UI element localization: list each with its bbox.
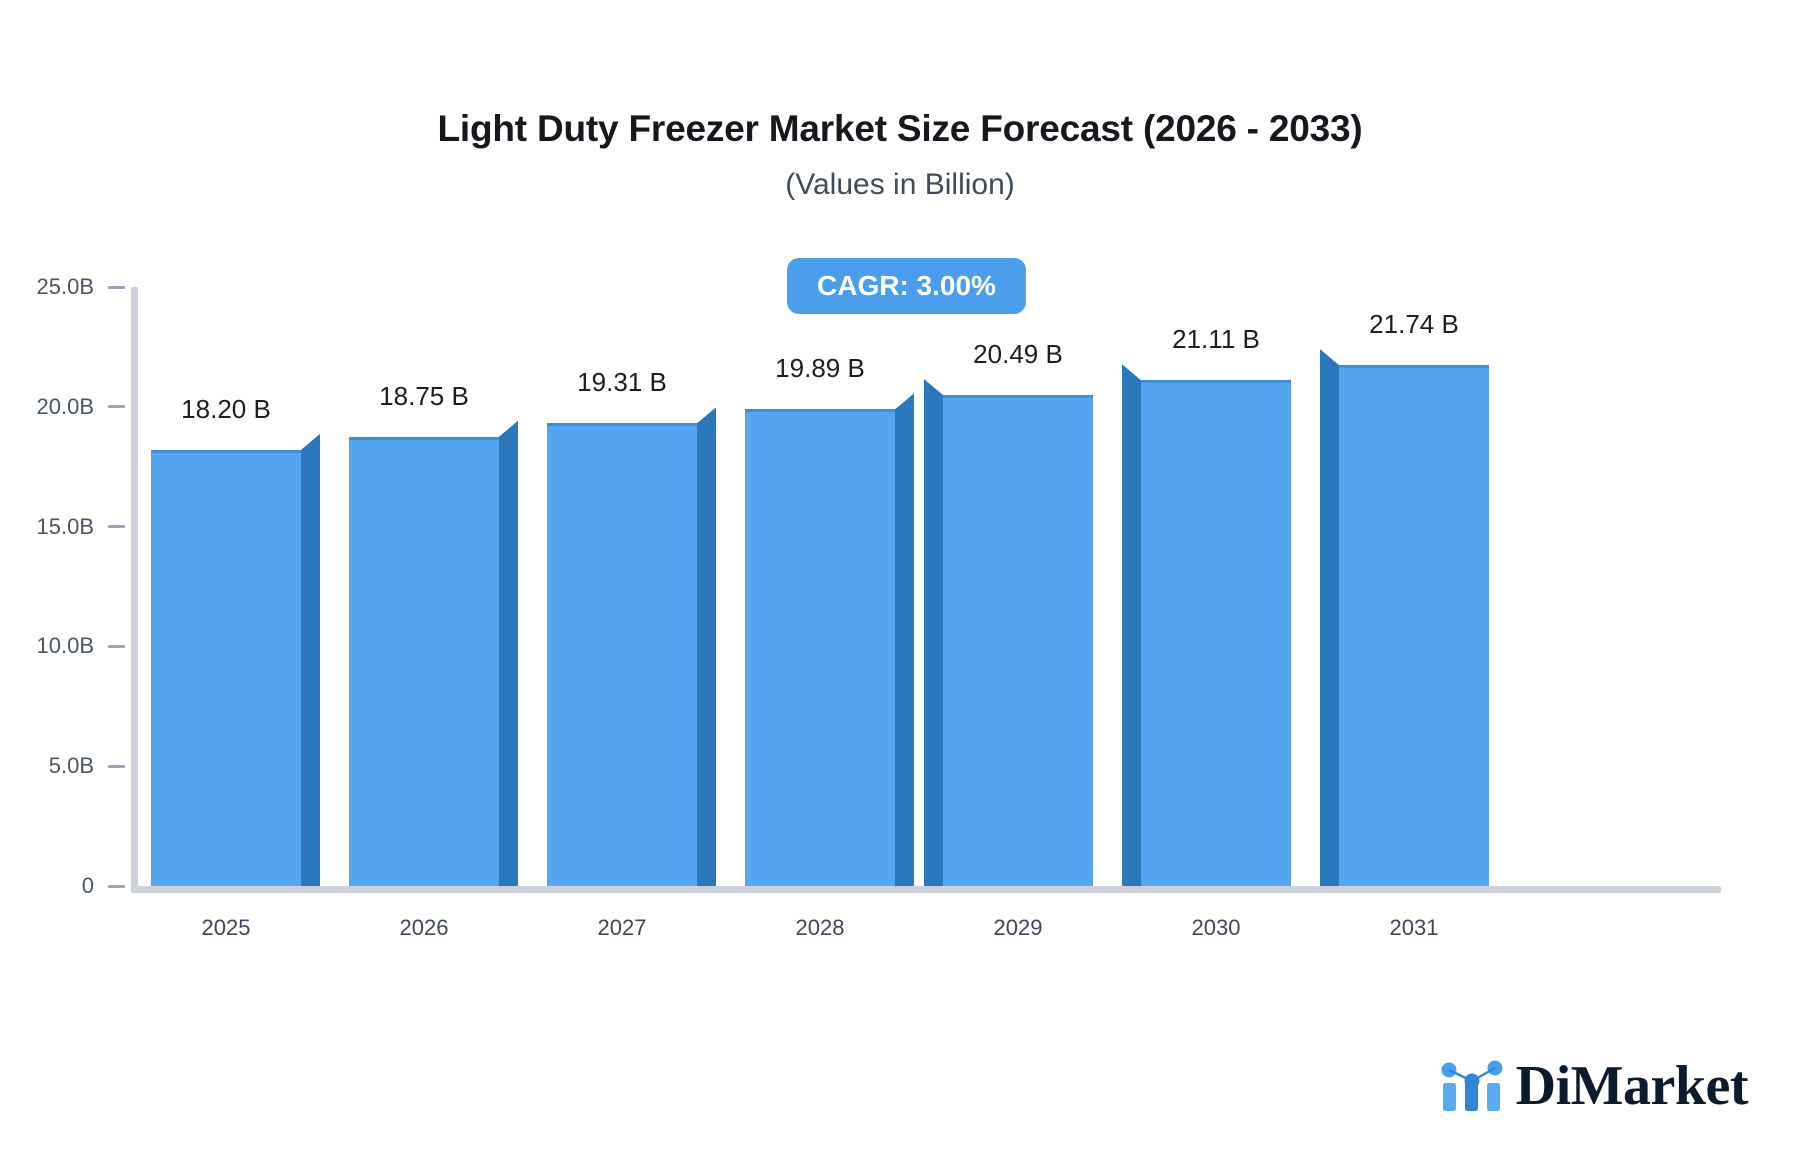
y-axis-tick-mark — [108, 644, 125, 648]
cagr-badge: CAGR: 3.00% — [787, 258, 1026, 314]
bar-front-face[interactable] — [547, 423, 697, 886]
bar-front-face[interactable] — [1141, 380, 1291, 886]
bar-side-face — [1320, 349, 1339, 886]
x-axis-line — [131, 886, 1721, 893]
bar-value-label: 20.49 B — [973, 339, 1063, 370]
bar-side-face — [301, 433, 320, 886]
y-axis-tick-mark — [108, 405, 125, 409]
bar-side-face — [499, 420, 518, 886]
brand-logo: DiMarket — [1441, 1055, 1749, 1117]
bar-value-label: 21.11 B — [1172, 324, 1260, 355]
x-axis-tick-label: 2028 — [795, 915, 845, 940]
bar-front-face[interactable] — [1339, 365, 1489, 886]
y-axis-tick-label: 15.0B — [36, 513, 95, 539]
bar-value-label: 19.31 B — [577, 367, 667, 398]
x-axis-tick-label: 2029 — [993, 915, 1043, 940]
x-axis-tick-label: 2031 — [1389, 915, 1439, 940]
bar-front-face[interactable] — [151, 449, 301, 886]
y-axis-tick-mark — [108, 884, 125, 888]
y-axis-tick-mark — [108, 764, 125, 768]
brand-wordmark: DiMarket — [1515, 1055, 1749, 1117]
x-axis-tick-label: 2030 — [1191, 915, 1241, 940]
chart-subtitle: (Values in Billion) — [785, 168, 1015, 201]
page-title: Light Duty Freezer Market Size Forecast … — [437, 108, 1363, 149]
bar-side-face — [1122, 364, 1141, 886]
bar-value-label: 18.75 B — [379, 380, 469, 411]
bar-chart-logo-icon — [1441, 1060, 1503, 1111]
y-axis-tick-label: 10.0B — [36, 633, 95, 659]
bar-value-label: 21.74 B — [1369, 309, 1459, 340]
y-axis-tick-label: 25.0B — [36, 274, 95, 299]
x-axis-tick-label: 2026 — [399, 915, 449, 940]
y-axis-tick-label: 0 — [81, 873, 94, 898]
bar-side-face — [895, 393, 914, 886]
y-axis-tick-mark — [108, 525, 125, 529]
y-axis-tick-label: 20.0B — [36, 393, 95, 419]
bar-value-label: 18.20 B — [181, 393, 271, 424]
bar-side-face — [697, 407, 716, 886]
y-axis-tick-mark — [108, 285, 125, 289]
bar-side-face — [924, 379, 943, 886]
x-axis-tick-label: 2025 — [201, 915, 251, 940]
bar-value-label: 19.89 B — [775, 353, 865, 384]
bar-front-face[interactable] — [745, 409, 895, 886]
bar-front-face[interactable] — [943, 395, 1093, 886]
x-axis-tick-label: 2027 — [597, 915, 647, 940]
bar-front-face[interactable] — [349, 436, 499, 886]
y-axis-line — [131, 287, 138, 887]
y-axis-tick-label: 5.0B — [48, 753, 94, 779]
